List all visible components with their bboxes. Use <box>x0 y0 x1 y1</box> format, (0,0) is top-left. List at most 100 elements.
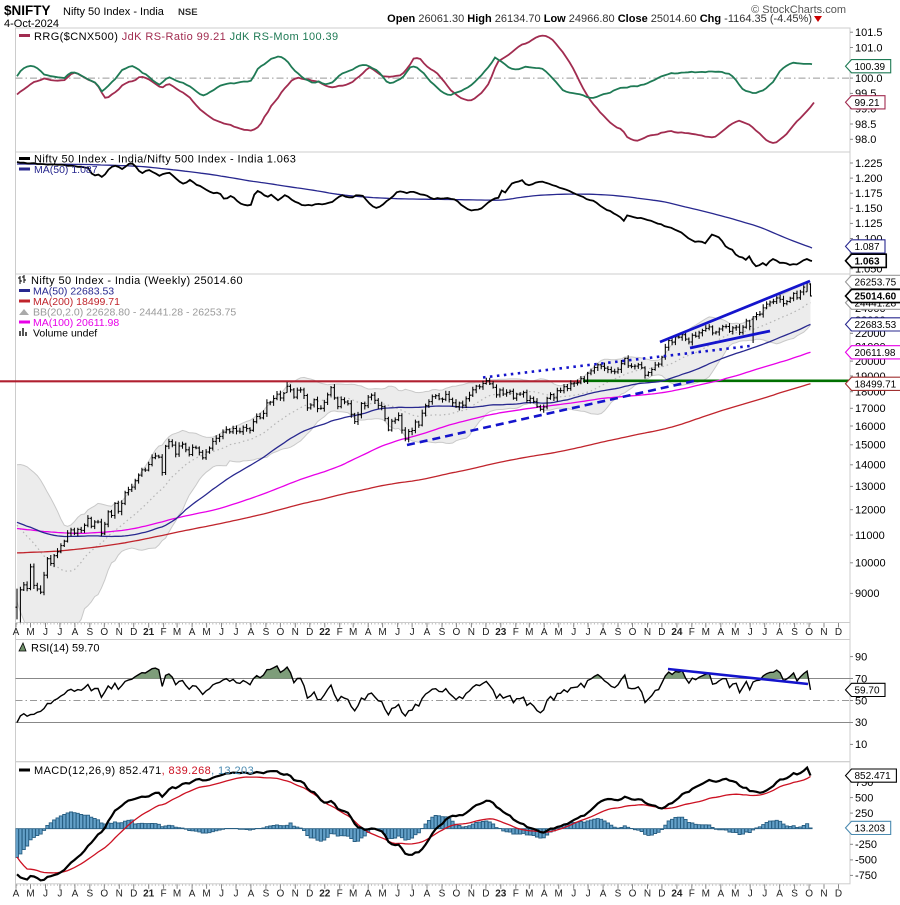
svg-text:O: O <box>629 888 637 899</box>
svg-text:24: 24 <box>671 627 683 638</box>
svg-text:9000: 9000 <box>855 588 879 600</box>
svg-text:22: 22 <box>319 627 331 638</box>
svg-text:A: A <box>72 888 79 899</box>
svg-text:4-Oct-2024: 4-Oct-2024 <box>4 18 59 30</box>
svg-text:O: O <box>629 627 637 638</box>
svg-text:D: D <box>306 627 313 638</box>
svg-text:1.063: 1.063 <box>855 256 880 267</box>
svg-text:A: A <box>424 627 431 638</box>
svg-text:852.471: 852.471 <box>855 771 892 782</box>
svg-text:A: A <box>248 627 255 638</box>
svg-text:S: S <box>791 888 798 899</box>
svg-text:A: A <box>365 627 372 638</box>
svg-text:J: J <box>43 888 48 899</box>
svg-text:J: J <box>762 888 767 899</box>
svg-text:M: M <box>349 888 357 899</box>
svg-text:A: A <box>541 888 548 899</box>
svg-text:1.200: 1.200 <box>855 173 883 185</box>
svg-text:S: S <box>86 888 93 899</box>
svg-text:J: J <box>43 627 48 638</box>
svg-text:10: 10 <box>855 739 867 751</box>
svg-text:1.150: 1.150 <box>855 203 883 215</box>
svg-text:Nifty 50 Index - India: Nifty 50 Index - India <box>63 6 165 18</box>
svg-text:A: A <box>600 888 607 899</box>
svg-text:101.5: 101.5 <box>855 27 883 39</box>
svg-text:-500: -500 <box>855 855 877 867</box>
svg-text:M: M <box>555 627 563 638</box>
svg-text:A: A <box>541 627 548 638</box>
svg-text:1.175: 1.175 <box>855 188 883 200</box>
svg-text:23: 23 <box>495 888 507 899</box>
svg-text:J: J <box>410 888 415 899</box>
svg-text:A: A <box>72 627 79 638</box>
svg-text:24441.28: 24441.28 <box>855 298 897 309</box>
svg-text:J: J <box>586 888 591 899</box>
svg-text:70: 70 <box>855 673 867 685</box>
svg-text:M: M <box>173 627 181 638</box>
svg-text:59.70: 59.70 <box>855 686 880 697</box>
svg-text:D: D <box>130 888 137 899</box>
svg-text:M: M <box>555 888 563 899</box>
svg-text:J: J <box>219 627 224 638</box>
svg-text:50: 50 <box>855 695 867 707</box>
svg-text:F: F <box>689 627 695 638</box>
svg-text:S: S <box>615 627 622 638</box>
svg-text:21: 21 <box>143 888 155 899</box>
svg-text:F: F <box>337 888 343 899</box>
svg-text:1.125: 1.125 <box>855 218 883 230</box>
svg-text:RRG($CNX500) JdK RS-Ratio 99.2: RRG($CNX500) JdK RS-Ratio 99.21 JdK RS-M… <box>34 31 339 43</box>
svg-text:J: J <box>395 627 400 638</box>
svg-text:O: O <box>453 888 461 899</box>
svg-text:M: M <box>731 888 739 899</box>
svg-text:M: M <box>349 627 357 638</box>
svg-text:20611.98: 20611.98 <box>855 348 896 359</box>
svg-text:O: O <box>277 888 285 899</box>
svg-text:S: S <box>263 627 270 638</box>
svg-text:D: D <box>482 888 489 899</box>
svg-text:O: O <box>453 627 461 638</box>
svg-text:24: 24 <box>671 888 683 899</box>
svg-text:J: J <box>748 627 753 638</box>
svg-text:MA(200) 18499.71: MA(200) 18499.71 <box>33 296 120 308</box>
svg-text:F: F <box>161 627 167 638</box>
svg-text:26253.75: 26253.75 <box>855 278 897 289</box>
svg-text:F: F <box>689 888 695 899</box>
svg-text:-250: -250 <box>855 839 877 851</box>
svg-text:90: 90 <box>855 651 867 663</box>
svg-text:J: J <box>234 627 239 638</box>
svg-text:11000: 11000 <box>855 530 885 542</box>
svg-text:N: N <box>644 627 651 638</box>
svg-text:N: N <box>292 627 299 638</box>
svg-text:18499.71: 18499.71 <box>855 379 897 390</box>
svg-text:N: N <box>644 888 651 899</box>
svg-text:O: O <box>805 888 813 899</box>
svg-text:22: 22 <box>319 888 331 899</box>
svg-text:J: J <box>748 888 753 899</box>
svg-text:D: D <box>306 888 313 899</box>
svg-text:M: M <box>26 627 34 638</box>
svg-text:S: S <box>791 627 798 638</box>
svg-text:A: A <box>717 888 724 899</box>
svg-text:14000: 14000 <box>855 460 886 472</box>
svg-text:F: F <box>161 888 167 899</box>
svg-text:M: M <box>525 627 533 638</box>
svg-text:17000: 17000 <box>855 403 886 415</box>
svg-text:A: A <box>600 627 607 638</box>
svg-text:J: J <box>586 627 591 638</box>
svg-text:N: N <box>820 627 827 638</box>
svg-text:1.087: 1.087 <box>855 242 880 253</box>
svg-text:-750: -750 <box>855 870 877 882</box>
svg-text:D: D <box>658 888 665 899</box>
svg-text:MA(50) 22683.53: MA(50) 22683.53 <box>33 286 114 298</box>
svg-text:A: A <box>776 888 783 899</box>
svg-text:30: 30 <box>855 717 867 729</box>
svg-text:A: A <box>189 888 196 899</box>
svg-text:N: N <box>292 888 299 899</box>
svg-text:1.225: 1.225 <box>855 158 883 170</box>
svg-text:A: A <box>189 627 196 638</box>
svg-text:M: M <box>378 627 386 638</box>
svg-text:MA(50) 1.087: MA(50) 1.087 <box>34 164 98 176</box>
svg-text:S: S <box>263 888 270 899</box>
svg-text:N: N <box>468 888 475 899</box>
svg-text:A: A <box>13 888 20 899</box>
